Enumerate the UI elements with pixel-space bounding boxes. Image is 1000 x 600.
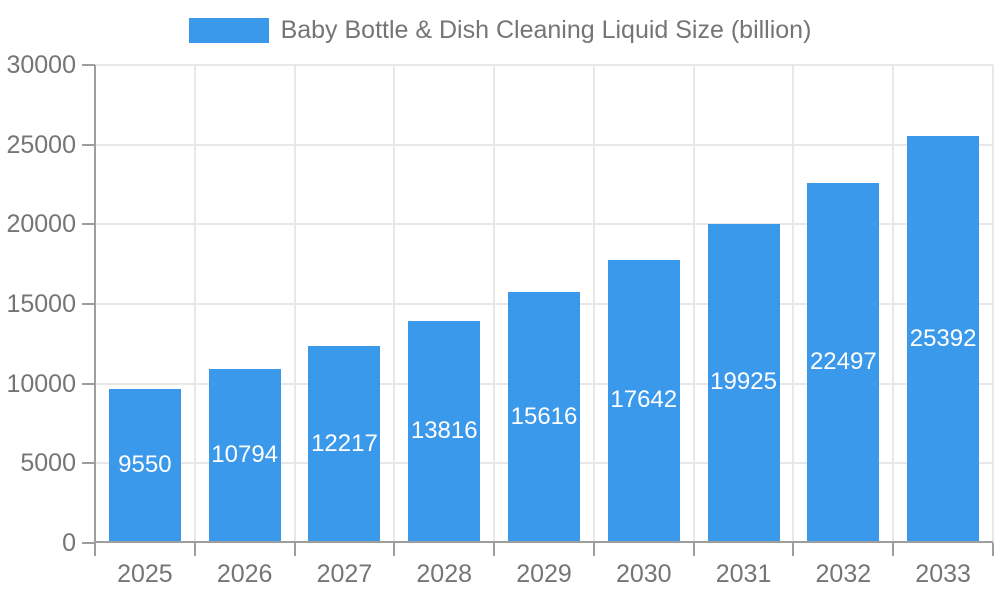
bar: 19925	[707, 223, 780, 541]
x-tick-label: 2028	[416, 560, 473, 588]
x-gridline	[493, 65, 496, 543]
x-tick-label: 2030	[615, 560, 672, 588]
x-gridline	[892, 65, 895, 543]
y-tick-label: 20000	[6, 210, 76, 239]
bar: 15616	[508, 292, 580, 541]
x-gridline	[592, 65, 595, 543]
legend-swatch	[188, 18, 269, 43]
x-gridline	[692, 65, 695, 543]
x-axis-tick	[493, 543, 496, 556]
bar-value-label: 10794	[211, 441, 279, 468]
x-gridline	[992, 65, 994, 543]
x-gridline	[792, 65, 795, 543]
bar: 25392	[907, 136, 980, 541]
x-axis-tick	[692, 543, 695, 556]
x-axis-line	[95, 541, 993, 543]
bar: 17642	[607, 259, 680, 541]
y-axis-tick	[82, 64, 95, 66]
y-tick-label: 30000	[6, 51, 76, 79]
bar-value-label: 25392	[909, 324, 977, 352]
x-tick-label: 2026	[216, 560, 273, 588]
y-tick-label: 15000	[6, 290, 76, 318]
x-axis-tick	[992, 543, 994, 556]
x-axis-tick	[892, 543, 895, 556]
x-tick-label: 2025	[117, 560, 173, 588]
y-axis-tick	[82, 143, 95, 146]
y-gridline	[95, 143, 993, 146]
y-axis-tick	[82, 223, 95, 226]
bar: 13816	[408, 320, 481, 541]
bar-value-label: 17642	[610, 386, 678, 414]
y-axis-tick	[82, 303, 95, 305]
x-gridline	[393, 65, 396, 543]
x-tick-label: 2029	[516, 560, 572, 588]
y-gridline	[95, 223, 993, 226]
legend-label: Baby Bottle & Dish Cleaning Liquid Size …	[280, 16, 812, 44]
x-tick-label: 2033	[915, 560, 971, 588]
x-axis-tick	[592, 543, 595, 556]
y-axis-tick	[82, 462, 95, 465]
bar-value-label: 22497	[809, 347, 877, 375]
bar: 22497	[807, 182, 880, 541]
chart-legend-item[interactable]: Baby Bottle & Dish Cleaning Liquid Size …	[0, 18, 1000, 43]
x-axis-tick	[792, 543, 795, 556]
x-tick-label: 2027	[316, 560, 373, 588]
plot-area: 0 5000 10000 15000 20000 25000 30000 9550 2025 10…	[6, 51, 994, 588]
bar-value-label: 15616	[510, 402, 578, 430]
bar-value-label: 19925	[710, 368, 777, 396]
y-tick-label: 0	[62, 529, 76, 557]
x-axis-tick	[293, 543, 296, 556]
bar: 9550	[108, 388, 181, 541]
x-gridline	[293, 65, 296, 543]
y-tick-label: 5000	[20, 449, 76, 478]
y-tick-label: 10000	[6, 369, 76, 398]
y-axis-line	[94, 65, 96, 556]
bar-value-label: 12217	[311, 429, 378, 457]
x-gridline	[193, 65, 196, 543]
y-axis-tick	[82, 542, 95, 544]
y-tick-label: 25000	[6, 130, 76, 159]
y-axis-tick	[82, 382, 95, 385]
bar-value-label: 9550	[118, 450, 172, 478]
x-axis-tick	[193, 543, 196, 556]
bar: 10794	[208, 369, 281, 541]
y-gridline	[95, 64, 993, 66]
bar-value-label: 13816	[410, 416, 478, 444]
bar: 12217	[308, 346, 381, 541]
x-tick-label: 2032	[815, 560, 872, 588]
x-tick-label: 2031	[715, 560, 772, 588]
x-axis-tick	[393, 543, 396, 556]
